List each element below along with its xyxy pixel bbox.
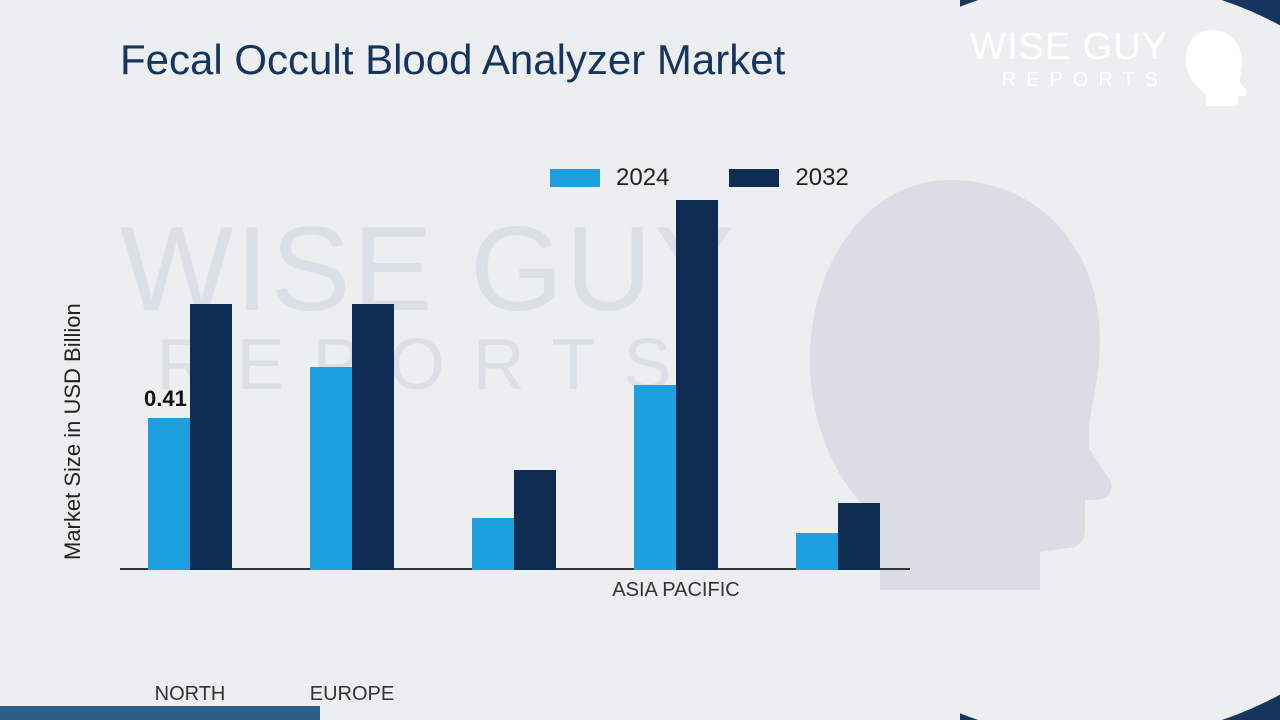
- brand-logo: WISE GUY REPORTS: [970, 28, 1250, 106]
- bar-group: ASIA PACIFIC: [616, 200, 736, 570]
- bar-2024: [148, 418, 190, 570]
- bar-group: SOUTH AMERICA: [454, 470, 574, 570]
- bar-2024: [796, 533, 838, 570]
- logo-head-icon: [1180, 28, 1250, 106]
- bar-2024: [472, 518, 514, 570]
- bar-group: NORTH AMERICA: [130, 304, 250, 570]
- bar-2032: [676, 200, 718, 570]
- chart-title: Fecal Occult Blood Analyzer Market: [120, 36, 785, 84]
- bar-group: EUROPE: [292, 304, 412, 570]
- bar-2024: [310, 367, 352, 571]
- bar-2032: [838, 503, 880, 570]
- bar-2032: [190, 304, 232, 570]
- bar-2032: [352, 304, 394, 570]
- chart-plot-area: NORTH AMERICA EUROPE SOUTH AMERICA ASIA PAC…: [130, 200, 910, 570]
- logo-line1: WISE GUY: [970, 28, 1168, 66]
- legend-swatch-2024: [550, 169, 600, 187]
- bar-group: MIDDLE EAST AND AFRICA: [778, 503, 898, 570]
- legend-label-2032: 2032: [795, 164, 848, 192]
- legend-swatch-2032: [729, 169, 779, 187]
- bar-2024: [634, 385, 676, 570]
- legend-label-2024: 2024: [616, 164, 669, 192]
- y-axis-label: Market Size in USD Billion: [60, 303, 86, 560]
- bottom-accent-bar: [0, 706, 320, 720]
- y-axis-tick: [120, 568, 130, 570]
- bar-2032: [514, 470, 556, 570]
- legend-item-2032: 2032: [729, 164, 848, 192]
- stage: WISE GUY REPORTS Fecal Occult Blood Anal…: [0, 0, 1280, 720]
- logo-line2: REPORTS: [970, 70, 1168, 90]
- value-label: 0.41: [144, 386, 187, 412]
- category-label: EUROPE: [277, 682, 427, 706]
- category-label: ASIA PACIFIC: [601, 578, 751, 602]
- legend-item-2024: 2024: [550, 164, 669, 192]
- legend: 2024 2032: [550, 164, 849, 192]
